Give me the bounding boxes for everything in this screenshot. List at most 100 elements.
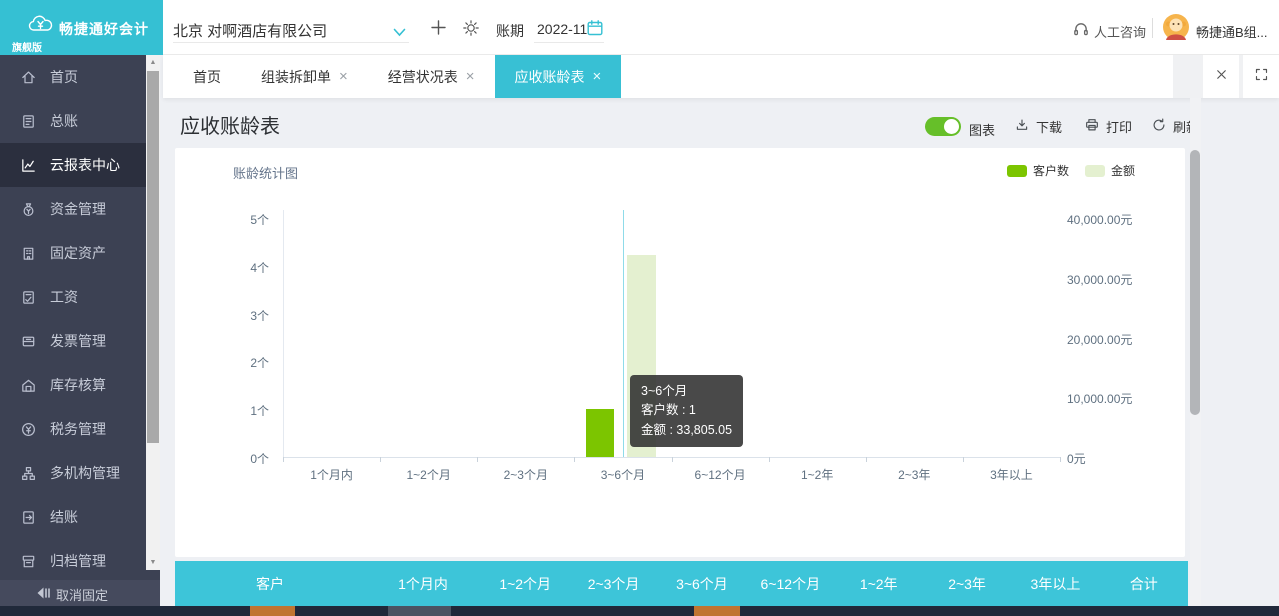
page-title: 应收账龄表 (180, 116, 280, 138)
y-axis-label-left: 5个 (250, 213, 269, 227)
x-axis-tick (671, 457, 673, 462)
tab[interactable]: 经营状况表 × (368, 55, 495, 98)
salary-icon (20, 289, 37, 306)
x-axis-label: 1~2个月 (406, 468, 451, 482)
invoice-icon (20, 333, 37, 350)
x-axis-label: 2~3年 (898, 468, 931, 482)
x-axis-label: 3~6个月 (600, 468, 646, 482)
tab-label: 经营状况表 (387, 68, 458, 85)
sidebar-item-archive[interactable]: 归档管理 (0, 539, 160, 583)
sidebar-item-invoice[interactable]: 发票管理 (0, 319, 160, 363)
tooltip-amount: 金额 : 33,805.05 (641, 422, 733, 437)
taskbar-strip (0, 606, 1279, 616)
bar-customers[interactable] (585, 409, 614, 457)
toggle-knob (944, 119, 959, 134)
legend-customers-swatch (1007, 164, 1027, 177)
tabbar-right-controls (1173, 55, 1279, 98)
sidebar-scroll-down-icon[interactable]: ▼ (146, 555, 160, 570)
unpin-sidebar-button[interactable]: 取消固定 (0, 580, 160, 608)
table-header-cell: 6~12个月 (760, 575, 821, 592)
sidebar-item-building[interactable]: 固定资产 (0, 231, 160, 275)
table-header-cell: 客户 (256, 575, 284, 592)
y-axis-label-left: 2个 (250, 356, 269, 371)
brand-name: 畅捷通好会计 (59, 21, 149, 37)
x-axis-tick (380, 457, 382, 462)
gear-icon[interactable] (462, 19, 480, 42)
axis-pointer-line (622, 210, 624, 457)
close-all-tabs-button[interactable] (1203, 55, 1239, 98)
close-tab-icon[interactable]: × (592, 68, 602, 85)
fullscreen-icon (1254, 67, 1269, 87)
top-bar: 畅捷通好会计 旗舰版 北京 对啊酒店有限公司 账期 2022-11 人工咨询 畅… (0, 0, 1279, 55)
print-button[interactable]: 打印 (1084, 117, 1132, 136)
home-icon (20, 69, 37, 86)
legend-customers[interactable]: 客户数 (1007, 162, 1069, 179)
tab[interactable]: 应收账龄表 × (494, 55, 622, 98)
sidebar-scroll-up-icon[interactable]: ▲ (146, 55, 160, 70)
chart-view-toggle[interactable] (925, 117, 961, 136)
company-selector[interactable]: 北京 对啊酒店有限公司 (173, 23, 328, 40)
close-icon (1214, 67, 1229, 87)
period-value[interactable]: 2022-11 (537, 21, 588, 37)
headset-icon (1072, 20, 1090, 43)
y-axis-line (283, 210, 284, 457)
y-axis-label-right: 20,000.00元 (1067, 332, 1133, 347)
download-button[interactable]: 下载 (1014, 117, 1062, 136)
legend-amount[interactable]: 金额 (1085, 162, 1135, 179)
x-axis-tick (1060, 457, 1061, 462)
sidebar-item-report-chart[interactable]: 云报表中心 (0, 143, 160, 187)
sidebar-scrollbar-thumb[interactable] (147, 71, 159, 443)
table-header-cell: 合计 (1129, 575, 1158, 592)
add-icon[interactable] (430, 19, 447, 41)
chart-title: 账龄统计图 (233, 166, 299, 181)
table-header-cell: 1~2个月 (499, 575, 552, 592)
username[interactable]: 畅捷通B组... (1196, 25, 1268, 40)
tab[interactable]: 首页 (173, 55, 241, 98)
money-bag-icon (20, 201, 37, 218)
taskbar-segment (694, 606, 740, 616)
chevron-down-icon[interactable] (393, 24, 406, 42)
brand-edition-badge: 旗舰版 (12, 43, 42, 54)
sidebar-item-label: 固定资产 (50, 245, 106, 261)
avatar[interactable] (1163, 14, 1189, 40)
close-tab-icon[interactable]: × (465, 68, 475, 85)
sidebar-item-label: 多机构管理 (50, 465, 120, 481)
x-axis-tick (768, 457, 770, 462)
sidebar-item-inventory[interactable]: 库存核算 (0, 363, 160, 407)
calendar-icon[interactable] (586, 19, 604, 42)
unpin-icon (36, 586, 51, 603)
sidebar-item-label: 结账 (50, 509, 78, 525)
taskbar-segment (388, 606, 451, 616)
y-axis-label-right: 40,000.00元 (1067, 213, 1133, 227)
org-icon (20, 465, 37, 482)
sidebar: 首页总账 云报表中心 资金管理固定资产工资发票管理库存核算 税务管理多机构管理结账归档… (0, 55, 160, 616)
tab[interactable]: 组装拆卸单 × (241, 55, 368, 98)
sidebar-item-money-bag[interactable]: 资金管理 (0, 187, 160, 231)
tab-bar: 首页 组装拆卸单 × 经营状况表 × 应收账龄表 × (163, 55, 1279, 98)
sidebar-item-home[interactable]: 首页 (0, 55, 160, 99)
y-axis-label-left: 1个 (250, 404, 269, 419)
sidebar-item-label: 发票管理 (50, 333, 106, 349)
sidebar-item-closing[interactable]: 结账 (0, 495, 160, 539)
fullscreen-button[interactable] (1243, 55, 1279, 98)
taskbar-segment (250, 606, 295, 616)
human-consult-link[interactable]: 人工咨询 (1094, 25, 1147, 40)
table-header-cell: 3~6个月 (676, 575, 728, 592)
sidebar-item-tax[interactable]: 税务管理 (0, 407, 160, 451)
sidebar-item-label: 首页 (50, 69, 78, 85)
tab-label: 应收账龄表 (514, 68, 585, 85)
download-icon (1014, 117, 1030, 136)
sidebar-item-org[interactable]: 多机构管理 (0, 451, 160, 495)
content-scrollbar-thumb[interactable] (1190, 150, 1200, 415)
tab-label: 首页 (193, 68, 221, 85)
sidebar-item-ledger[interactable]: 总账 (0, 99, 160, 143)
close-tab-icon[interactable]: × (339, 68, 348, 85)
x-axis-label: 1~2年 (801, 468, 834, 482)
closing-icon (20, 509, 37, 526)
sidebar-menu: 首页总账 云报表中心 资金管理固定资产工资发票管理库存核算 税务管理多机构管理结账归档… (0, 55, 160, 583)
y-axis-label-right: 30,000.00元 (1067, 272, 1133, 287)
sidebar-item-salary[interactable]: 工资 (0, 275, 160, 319)
x-axis-tick (574, 457, 576, 462)
x-axis-label: 2~3个月 (503, 468, 548, 482)
